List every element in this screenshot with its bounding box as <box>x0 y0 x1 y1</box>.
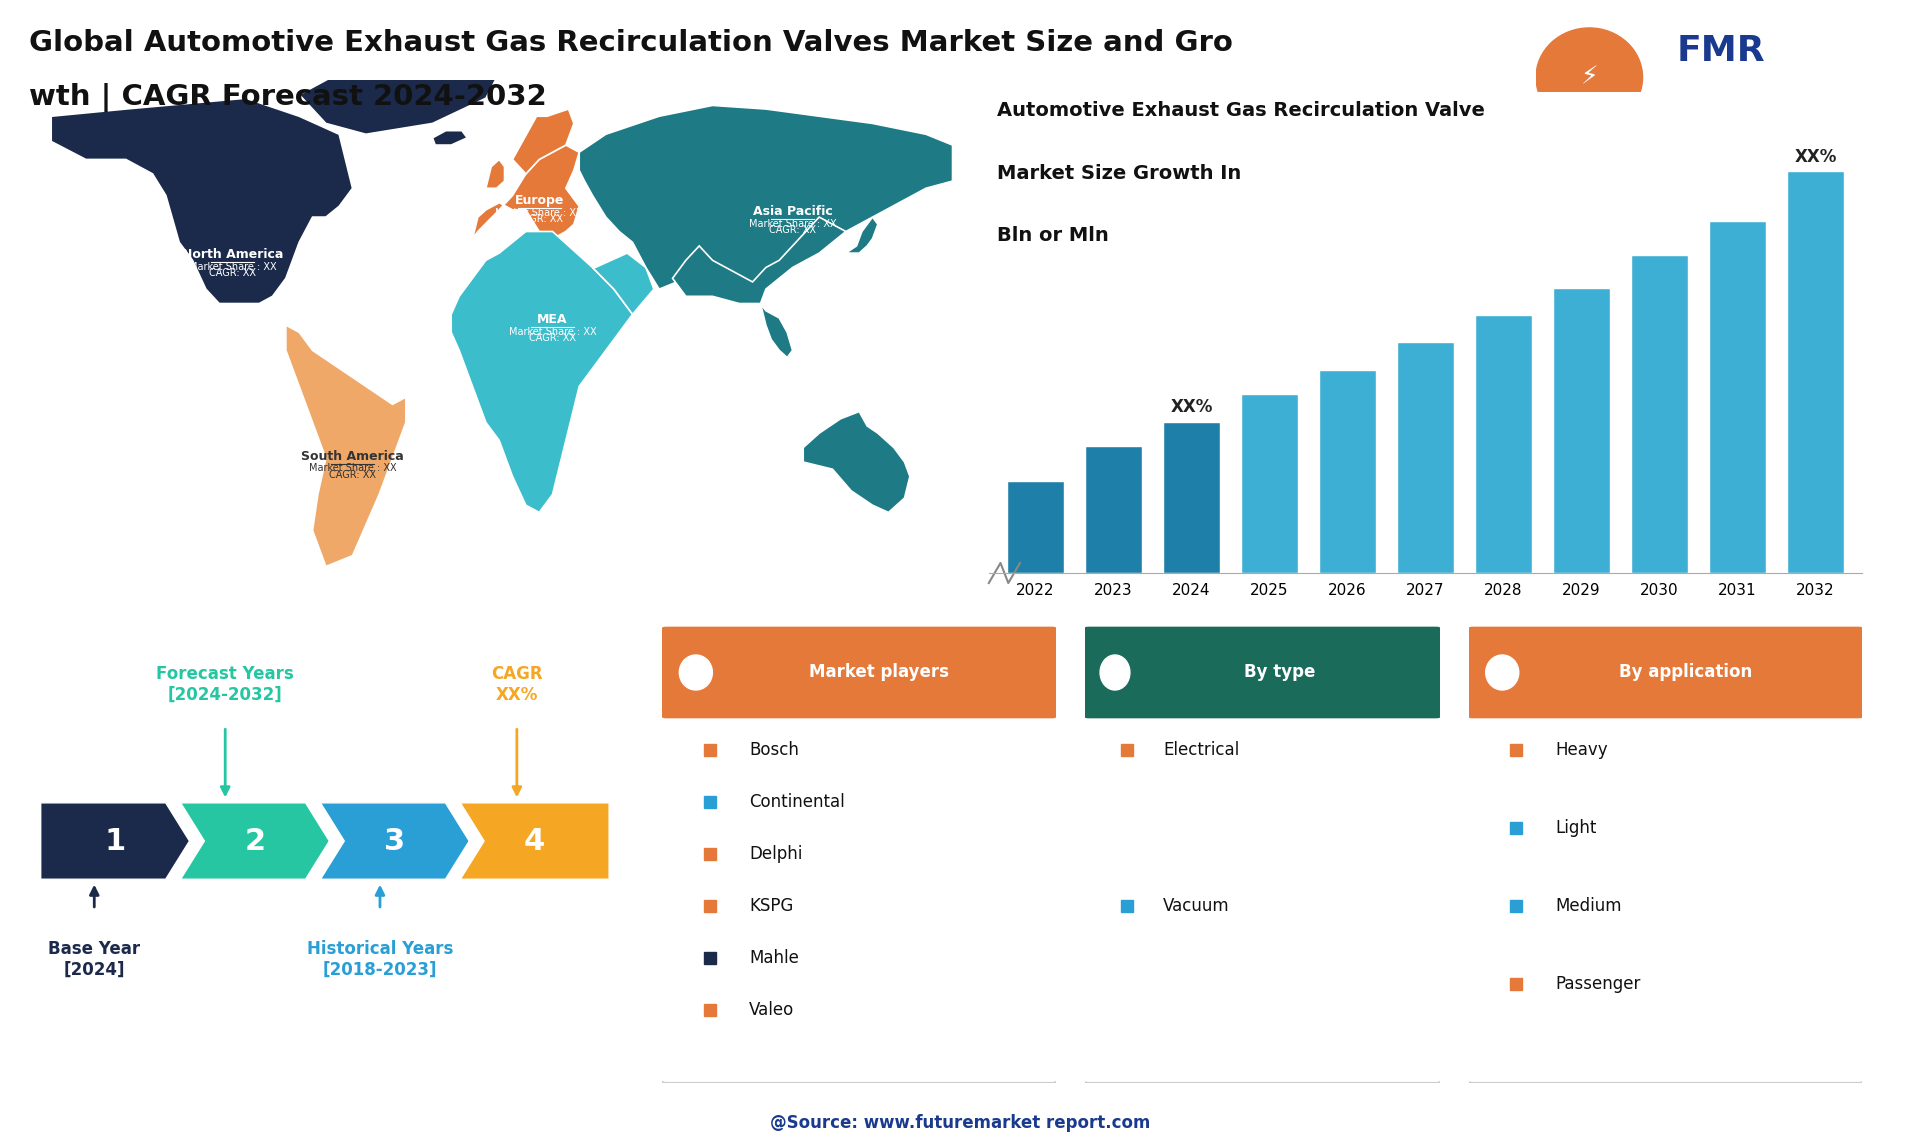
Text: Continental: Continental <box>749 793 845 810</box>
Bar <box>1319 370 1375 573</box>
Bar <box>1709 222 1766 573</box>
Polygon shape <box>486 159 505 188</box>
FancyBboxPatch shape <box>1463 627 1868 719</box>
Text: CAGR: XX: CAGR: XX <box>530 332 576 343</box>
Bar <box>1632 256 1688 573</box>
Text: Base Year
[2024]: Base Year [2024] <box>48 941 140 979</box>
Polygon shape <box>803 411 910 512</box>
Text: XX%: XX% <box>1795 148 1837 165</box>
Text: Market Share : XX: Market Share : XX <box>509 327 597 337</box>
Polygon shape <box>847 217 877 253</box>
Text: North America: North America <box>182 249 284 261</box>
Polygon shape <box>580 105 952 297</box>
Text: 2: 2 <box>244 826 265 856</box>
Circle shape <box>1100 656 1129 690</box>
Circle shape <box>680 656 712 690</box>
Polygon shape <box>472 146 580 238</box>
Text: ⚡: ⚡ <box>1580 65 1597 89</box>
Text: Automotive Exhaust Gas Recirculation Valve: Automotive Exhaust Gas Recirculation Val… <box>996 101 1484 120</box>
Text: 1: 1 <box>104 826 125 856</box>
Polygon shape <box>300 65 499 134</box>
Bar <box>1553 289 1609 573</box>
Text: Bosch: Bosch <box>749 740 799 759</box>
Polygon shape <box>321 803 468 879</box>
Text: CAGR: XX: CAGR: XX <box>516 214 563 223</box>
Text: MEA: MEA <box>538 313 568 327</box>
Bar <box>1788 172 1843 573</box>
Polygon shape <box>40 803 190 879</box>
FancyBboxPatch shape <box>1465 712 1866 1083</box>
Text: Market Size Growth In: Market Size Growth In <box>996 164 1240 183</box>
Bar <box>1008 481 1064 573</box>
Text: By application: By application <box>1619 664 1751 682</box>
Text: Market players: Market players <box>808 664 948 682</box>
Bar <box>1398 344 1453 573</box>
Circle shape <box>1536 28 1642 127</box>
Polygon shape <box>672 217 847 304</box>
FancyBboxPatch shape <box>1081 712 1444 1083</box>
Text: Valeo: Valeo <box>749 1002 795 1019</box>
Text: Global Automotive Exhaust Gas Recirculation Valves Market Size and Gro: Global Automotive Exhaust Gas Recirculat… <box>29 29 1233 56</box>
FancyBboxPatch shape <box>1079 627 1446 719</box>
Text: FUTURE MARKET REPORT: FUTURE MARKET REPORT <box>1665 105 1778 115</box>
Polygon shape <box>451 231 632 512</box>
Text: By type: By type <box>1244 664 1315 682</box>
Text: Asia Pacific: Asia Pacific <box>753 205 833 218</box>
FancyBboxPatch shape <box>659 712 1060 1083</box>
Text: South America: South America <box>301 450 403 463</box>
Text: FMR: FMR <box>1676 34 1764 68</box>
Text: Passenger: Passenger <box>1555 975 1642 992</box>
Text: CAGR: XX: CAGR: XX <box>209 268 255 278</box>
Bar <box>1085 447 1142 573</box>
Text: Electrical: Electrical <box>1164 740 1238 759</box>
Text: Historical Years
[2018-2023]: Historical Years [2018-2023] <box>307 941 453 979</box>
Text: @Source: www.futuremarket report.com: @Source: www.futuremarket report.com <box>770 1114 1150 1132</box>
Text: Bln or Mln: Bln or Mln <box>996 227 1108 245</box>
Text: 3: 3 <box>384 826 405 856</box>
Text: XX%: XX% <box>1171 398 1213 416</box>
Polygon shape <box>461 803 609 879</box>
FancyBboxPatch shape <box>657 627 1062 719</box>
Text: Light: Light <box>1555 818 1597 837</box>
Polygon shape <box>286 325 405 566</box>
Text: Vacuum: Vacuum <box>1164 897 1229 915</box>
Text: CAGR
XX%: CAGR XX% <box>492 666 543 704</box>
Text: CAGR: XX: CAGR: XX <box>328 470 376 480</box>
Polygon shape <box>52 99 353 304</box>
Text: Mahle: Mahle <box>749 949 799 967</box>
Text: Medium: Medium <box>1555 897 1622 915</box>
Text: Market Share : XX: Market Share : XX <box>188 261 276 272</box>
Text: Market Share : XX: Market Share : XX <box>749 219 837 228</box>
Bar <box>1242 395 1298 573</box>
Text: 4: 4 <box>524 826 545 856</box>
Text: CAGR: XX: CAGR: XX <box>770 225 816 235</box>
Text: Europe: Europe <box>515 195 564 207</box>
Text: Heavy: Heavy <box>1555 740 1609 759</box>
Bar <box>1475 316 1532 573</box>
Polygon shape <box>760 304 793 358</box>
Text: wth | CAGR Forecast 2024-2032: wth | CAGR Forecast 2024-2032 <box>29 83 547 111</box>
Text: Market Share : XX: Market Share : XX <box>309 463 396 473</box>
Text: KSPG: KSPG <box>749 897 793 915</box>
Bar <box>1164 423 1219 573</box>
Circle shape <box>1486 656 1519 690</box>
Text: Forecast Years
[2024-2032]: Forecast Years [2024-2032] <box>156 666 294 704</box>
Polygon shape <box>432 131 467 146</box>
Text: Market Share : XX: Market Share : XX <box>495 207 584 218</box>
Text: Delphi: Delphi <box>749 845 803 863</box>
Polygon shape <box>513 109 574 174</box>
Polygon shape <box>593 253 655 314</box>
Polygon shape <box>180 803 330 879</box>
